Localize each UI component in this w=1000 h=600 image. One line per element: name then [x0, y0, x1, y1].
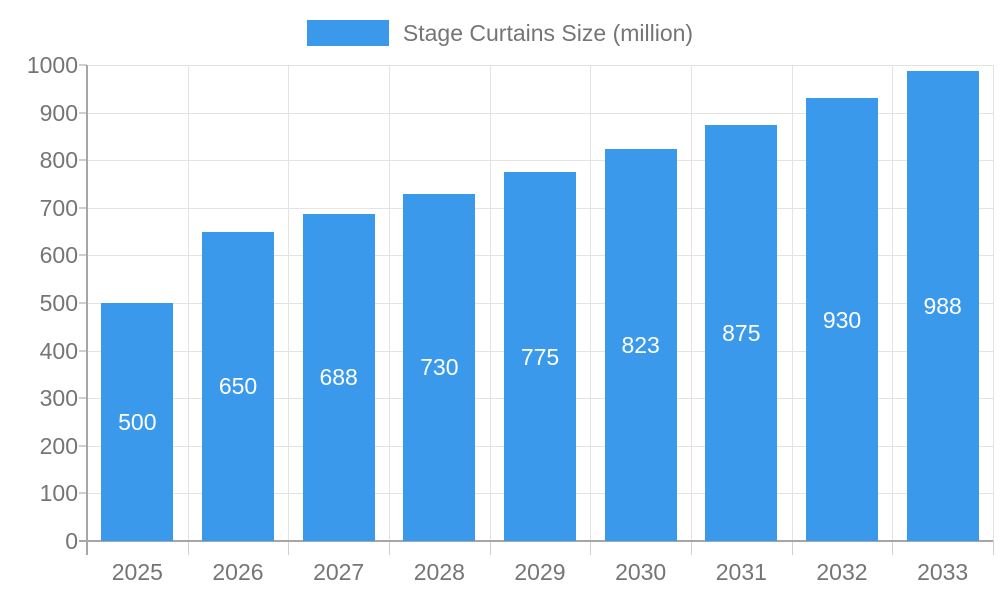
bar-value-label: 823: [621, 332, 660, 359]
bar-value-label: 500: [118, 409, 157, 435]
gridline-horizontal: [87, 160, 993, 162]
x-axis-tick-label: 2028: [413, 559, 465, 585]
x-axis-tick-label: 2030: [615, 559, 667, 585]
y-axis-tick: [79, 111, 87, 114]
gridline-vertical: [389, 65, 390, 541]
chart-legend: Stage Curtains Size (million): [0, 19, 1000, 47]
x-axis-tick: [187, 541, 189, 555]
bar-value-label: 875: [722, 319, 761, 346]
bar-2030: [604, 149, 677, 541]
x-axis-tick: [288, 541, 290, 555]
bar-2033: [906, 70, 979, 541]
y-axis-tick: [79, 302, 87, 304]
y-axis-line: [86, 65, 88, 555]
legend-swatch: [306, 20, 389, 46]
x-axis-tick: [791, 541, 793, 555]
x-axis-tick-label: 2027: [313, 559, 365, 585]
bar-2028: [403, 193, 476, 541]
y-axis-tick-label: 800: [39, 147, 78, 174]
y-axis-tick-label: 700: [39, 194, 78, 221]
gridline-vertical: [187, 65, 189, 541]
y-axis-tick: [79, 492, 87, 495]
gridline-vertical: [288, 65, 290, 541]
y-axis-tick: [79, 159, 87, 162]
bar-2026: [202, 231, 274, 541]
y-axis-tick-label: 200: [39, 432, 78, 459]
x-axis-tick: [389, 541, 390, 555]
x-axis-tick-label: 2032: [816, 559, 868, 585]
y-axis-tick: [79, 254, 87, 257]
x-axis-tick-label: 2031: [715, 559, 767, 585]
x-axis-line: [87, 540, 993, 542]
gridline-horizontal: [87, 65, 993, 66]
x-axis-tick-label: 2033: [917, 559, 969, 585]
y-axis-tick: [79, 397, 87, 400]
gridline-vertical: [590, 65, 592, 541]
gridline-vertical: [993, 65, 994, 541]
bar-value-label: 650: [218, 373, 258, 400]
gridline-horizontal: [87, 112, 993, 114]
bar-2031: [705, 124, 778, 541]
y-axis-tick: [79, 540, 87, 542]
bar-value-label: 988: [923, 292, 962, 319]
x-axis-tick: [892, 541, 894, 555]
bar-2025: [101, 303, 174, 541]
y-axis-tick-label: 600: [39, 242, 78, 269]
y-axis-tick: [79, 349, 87, 352]
x-axis-tick: [691, 541, 692, 555]
y-axis-tick: [79, 444, 87, 447]
gridline-vertical: [892, 65, 894, 541]
x-axis-tick: [590, 541, 592, 555]
x-axis-tick: [993, 541, 994, 555]
x-axis-tick-label: 2026: [212, 559, 264, 585]
gridline-vertical: [791, 65, 793, 541]
x-axis-tick-label: 2025: [111, 559, 163, 585]
bar-value-label: 730: [420, 354, 459, 381]
y-axis-tick-label: 100: [39, 480, 78, 507]
legend-label: Stage Curtains Size (million): [402, 20, 694, 46]
bar-2032: [806, 98, 878, 541]
y-axis-tick-label: 0: [65, 528, 78, 554]
gridline-vertical: [691, 65, 692, 541]
y-axis-tick-label: 500: [39, 290, 78, 316]
y-axis-tick-label: 1000: [26, 52, 78, 78]
y-axis-tick: [79, 64, 87, 66]
bar-value-label: 688: [319, 364, 358, 391]
bar-value-label: 930: [822, 306, 862, 333]
bar-2027: [302, 213, 375, 541]
x-axis-tick-label: 2029: [514, 559, 566, 585]
y-axis-tick: [79, 206, 87, 209]
x-axis-tick: [489, 541, 491, 555]
y-axis-tick-label: 900: [39, 99, 78, 126]
y-axis-tick-label: 400: [39, 337, 78, 364]
bar-value-label: 775: [520, 343, 560, 370]
bar-2029: [504, 172, 576, 541]
gridline-vertical: [489, 65, 491, 541]
y-axis-tick-label: 300: [39, 385, 78, 412]
